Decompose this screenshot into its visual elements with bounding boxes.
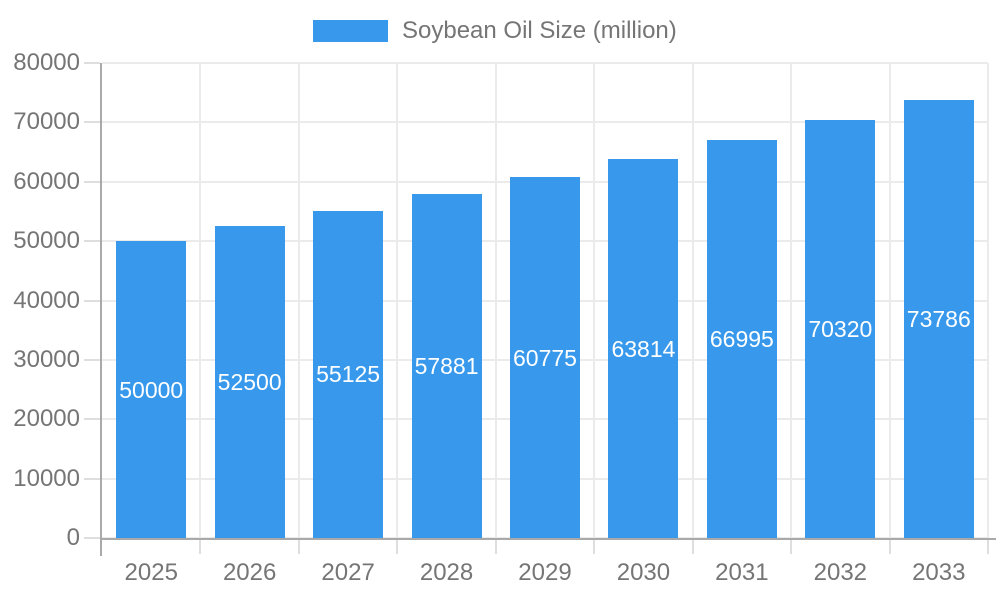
y-tick-mark xyxy=(84,418,100,421)
bar[interactable]: 73786 xyxy=(903,99,974,538)
bar[interactable]: 70320 xyxy=(805,120,876,538)
y-tick-mark xyxy=(84,180,100,183)
v-gridline xyxy=(790,63,793,538)
y-tick-mark xyxy=(84,537,100,539)
x-tick-mark xyxy=(691,538,694,554)
bar[interactable]: 52500 xyxy=(214,226,285,538)
v-gridline xyxy=(494,63,497,538)
x-tick-mark xyxy=(790,538,793,554)
x-tick-label: 2032 xyxy=(813,559,868,586)
bar[interactable]: 63814 xyxy=(608,159,679,538)
y-tick-label: 30000 xyxy=(13,345,80,373)
bar-value-label: 73786 xyxy=(906,305,971,332)
y-tick-label: 70000 xyxy=(13,108,80,136)
y-tick-label: 80000 xyxy=(13,49,80,76)
y-tick-mark xyxy=(84,240,100,243)
plot-area: 0 10000 20000 30000 40000 50000 60000 70000 8000… xyxy=(13,49,996,586)
x-tick-mark xyxy=(593,538,596,554)
x-tick-label: 2028 xyxy=(419,559,474,586)
bar[interactable]: 57881 xyxy=(411,194,482,538)
y-axis-line xyxy=(100,63,102,556)
x-tick-mark xyxy=(297,538,300,554)
bar-value-label: 52500 xyxy=(217,369,282,396)
x-tick-label: 2026 xyxy=(222,559,277,586)
bar-value-label: 70320 xyxy=(808,316,873,343)
x-tick-label: 2029 xyxy=(518,559,572,586)
x-tick-label: 2031 xyxy=(715,559,769,586)
y-tick-label: 10000 xyxy=(13,464,80,492)
x-tick-label: 2027 xyxy=(321,559,375,586)
bar[interactable]: 55125 xyxy=(313,210,384,538)
y-tick-mark xyxy=(84,299,100,302)
x-tick-mark xyxy=(987,538,989,554)
v-gridline xyxy=(593,63,596,538)
bar-value-label: 63814 xyxy=(611,335,676,362)
bar-value-label: 60775 xyxy=(513,344,577,371)
v-gridline xyxy=(297,63,300,538)
v-gridline xyxy=(888,63,891,538)
y-tick-mark xyxy=(84,62,100,64)
v-gridline xyxy=(987,63,989,538)
legend-item[interactable]: Soybean Oil Size (million) xyxy=(313,14,677,48)
y-tick-label: 40000 xyxy=(13,286,80,314)
y-tick-label: 60000 xyxy=(13,167,80,195)
y-tick-label: 20000 xyxy=(13,405,80,433)
y-tick-label: 0 xyxy=(66,524,80,551)
bar-value-label: 57881 xyxy=(414,353,479,380)
x-tick-mark xyxy=(494,538,497,554)
bar-value-label: 50000 xyxy=(119,376,184,403)
x-tick-mark xyxy=(888,538,891,554)
bar[interactable]: 66995 xyxy=(706,140,777,538)
h-gridline xyxy=(102,62,988,64)
bar-value-label: 66995 xyxy=(709,326,774,353)
v-gridline xyxy=(396,63,399,538)
bar[interactable]: 60775 xyxy=(510,177,580,538)
x-tick-mark xyxy=(199,538,202,554)
legend-swatch xyxy=(313,20,388,42)
x-axis-line xyxy=(100,538,996,540)
x-tick-label: 2033 xyxy=(912,559,966,586)
legend-label: Soybean Oil Size (million) xyxy=(402,17,677,44)
y-tick-label: 50000 xyxy=(13,227,80,255)
y-tick-mark xyxy=(84,477,100,480)
y-tick-mark xyxy=(84,121,100,124)
bar-value-label: 55125 xyxy=(316,361,381,388)
v-gridline xyxy=(199,63,202,538)
x-tick-label: 2030 xyxy=(616,559,671,586)
y-tick-mark xyxy=(84,358,100,361)
bar[interactable]: 50000 xyxy=(116,241,187,538)
x-tick-label: 2025 xyxy=(124,559,178,586)
v-gridline xyxy=(691,63,694,538)
x-tick-mark xyxy=(396,538,399,554)
h-gridline xyxy=(102,121,988,124)
